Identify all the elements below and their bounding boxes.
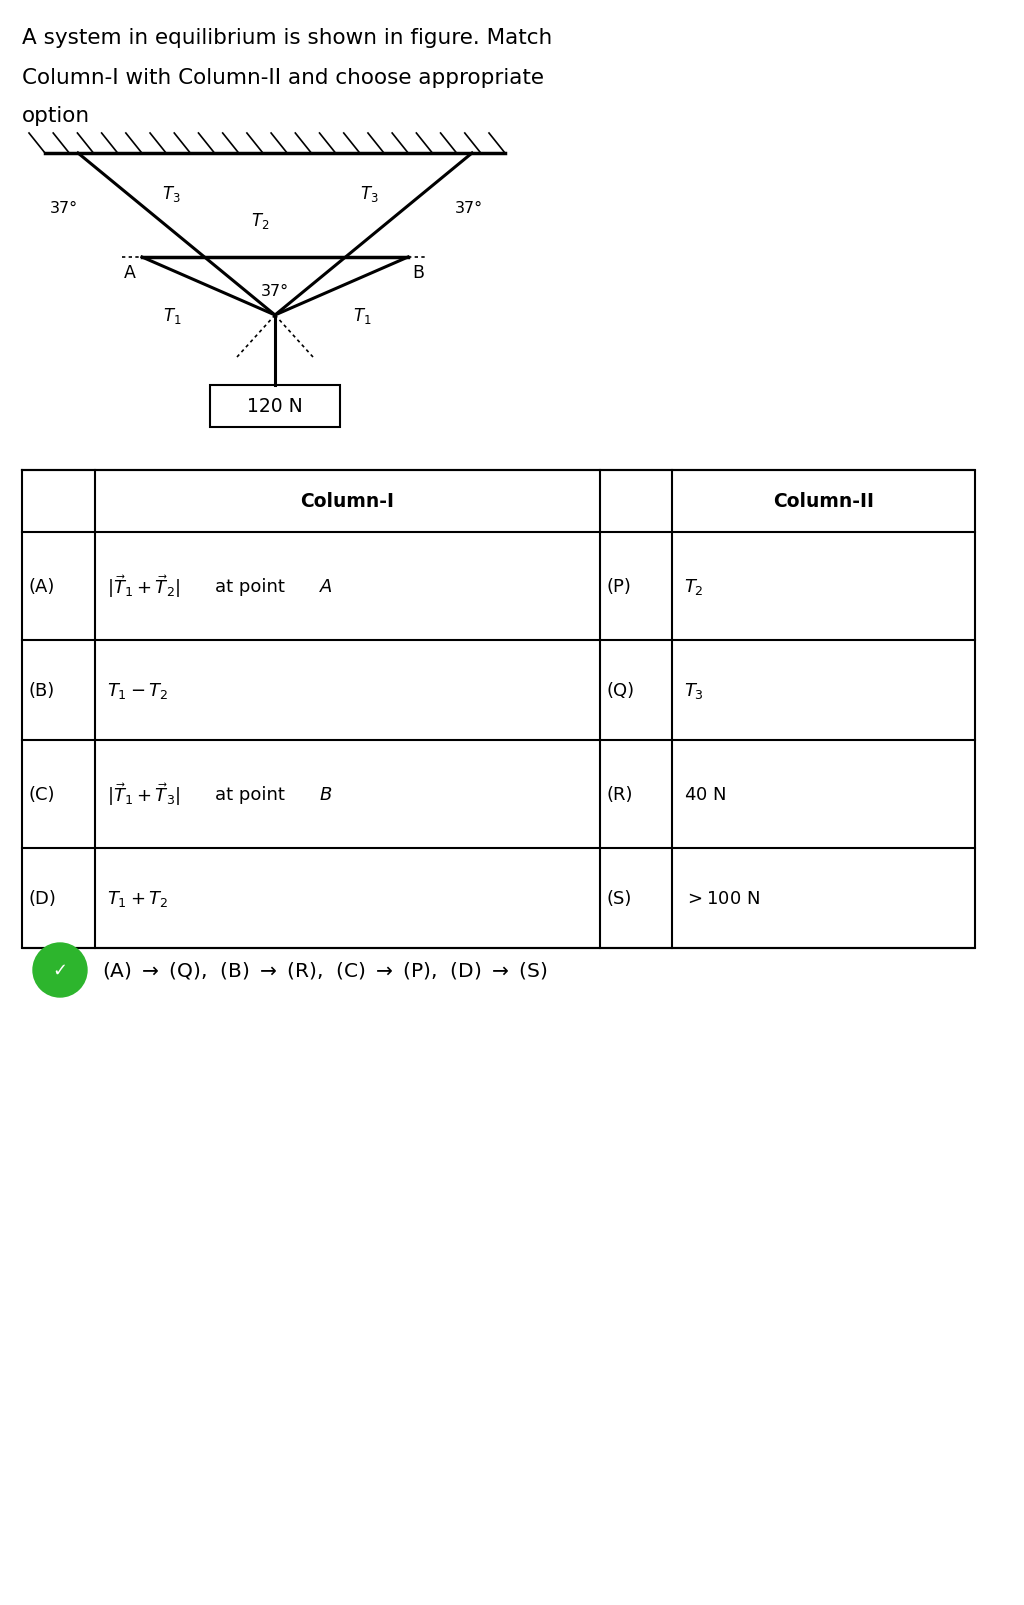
Text: $A$: $A$	[319, 578, 333, 595]
Text: (C): (C)	[28, 785, 54, 804]
Text: $T_1 - T_2$: $T_1 - T_2$	[106, 681, 168, 700]
Text: at point: at point	[215, 785, 285, 804]
Text: $\mathrm{>100\ N}$: $\mathrm{>100\ N}$	[684, 889, 760, 907]
Text: (A) $\rightarrow$ (Q),  (B) $\rightarrow$ (R),  (C) $\rightarrow$ (P),  (D) $\ri: (A) $\rightarrow$ (Q), (B) $\rightarrow$…	[102, 960, 548, 981]
Text: $T_2$: $T_2$	[684, 576, 703, 597]
Text: A: A	[124, 263, 136, 282]
FancyBboxPatch shape	[210, 385, 340, 429]
Text: $T_1 + T_2$: $T_1 + T_2$	[106, 889, 168, 908]
Text: $T_3$: $T_3$	[684, 681, 703, 700]
Text: 37°: 37°	[455, 201, 483, 215]
Text: Column-I: Column-I	[300, 493, 394, 510]
Text: (R): (R)	[606, 785, 633, 804]
Circle shape	[33, 944, 87, 997]
Text: ✓: ✓	[52, 961, 68, 979]
Text: 120 N: 120 N	[247, 398, 303, 416]
Text: at point: at point	[215, 578, 285, 595]
Text: $T_2$: $T_2$	[251, 210, 269, 231]
Text: $T_1$: $T_1$	[163, 307, 181, 326]
Text: Column-I with Column-II and choose appropriate: Column-I with Column-II and choose appro…	[22, 67, 544, 88]
Text: (S): (S)	[606, 889, 632, 907]
Text: 37°: 37°	[50, 201, 78, 215]
Text: $|\vec{T}_1 + \vec{T}_3|$: $|\vec{T}_1 + \vec{T}_3|$	[106, 782, 180, 807]
Text: (B): (B)	[28, 682, 54, 700]
Text: Column-II: Column-II	[773, 493, 874, 510]
Text: $B$: $B$	[319, 785, 332, 804]
Text: $|\vec{T}_1 + \vec{T}_2|$: $|\vec{T}_1 + \vec{T}_2|$	[106, 573, 180, 600]
Text: $\mathrm{40\ N}$: $\mathrm{40\ N}$	[684, 785, 726, 804]
Text: 37°: 37°	[261, 284, 289, 299]
Text: (A): (A)	[28, 578, 54, 595]
Text: (Q): (Q)	[606, 682, 634, 700]
Text: (D): (D)	[28, 889, 56, 907]
Text: $T_3$: $T_3$	[360, 185, 379, 204]
Text: A system in equilibrium is shown in figure. Match: A system in equilibrium is shown in figu…	[22, 27, 552, 48]
Text: $T_3$: $T_3$	[162, 185, 180, 204]
Text: $T_1$: $T_1$	[352, 307, 372, 326]
Text: (P): (P)	[606, 578, 631, 595]
Text: B: B	[412, 263, 424, 282]
Text: option: option	[22, 106, 90, 125]
